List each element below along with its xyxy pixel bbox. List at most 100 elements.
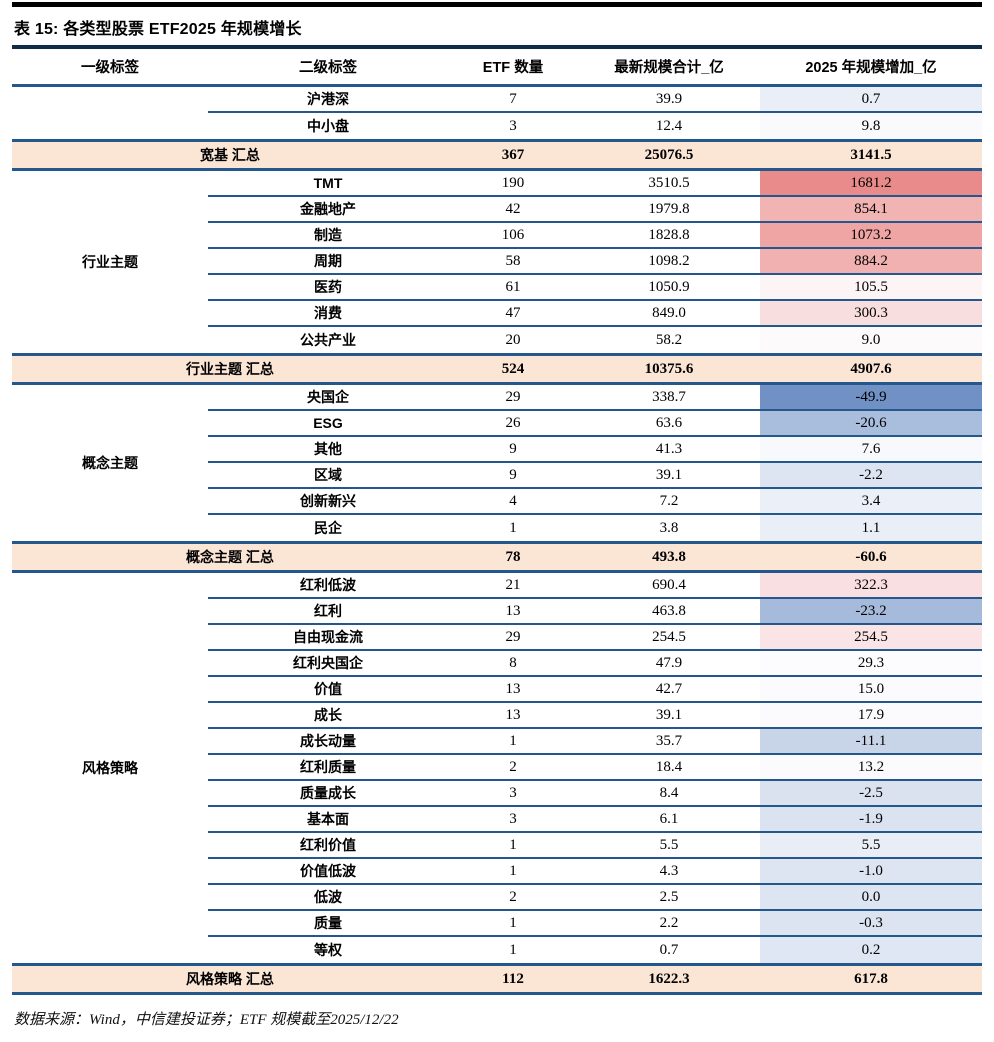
delta-cell: 1073.2 — [760, 223, 982, 249]
delta-cell: -2.2 — [760, 463, 982, 489]
summary-delta: 4907.6 — [850, 360, 892, 377]
summary-etf-count: 367 — [501, 146, 525, 163]
delta-cell: 884.2 — [760, 249, 982, 275]
summary-total-scale: 10375.6 — [644, 360, 694, 377]
total-scale-cell: 3.8 — [659, 519, 679, 536]
row-label: 创新新兴 — [208, 489, 448, 515]
etf-count-cell: 1 — [448, 911, 578, 937]
delta-cell: 322.3 — [760, 573, 982, 599]
delta-cell: 9.8 — [760, 113, 982, 139]
row-label: 其他 — [208, 437, 448, 463]
table-row: 央国企 29 338.7 -49.9 — [12, 385, 982, 411]
row-label: 价值低波 — [208, 859, 448, 885]
delta-cell: -11.1 — [760, 729, 982, 755]
row-label: 央国企 — [208, 385, 448, 411]
etf-count-cell: 26 — [448, 411, 578, 437]
summary-label: 风格策略 汇总 — [186, 971, 274, 987]
summary-delta: -60.6 — [855, 548, 887, 565]
row-label: 红利质量 — [208, 755, 448, 781]
total-scale-cell: 338.7 — [578, 385, 760, 411]
column-header-level2: 二级标签 — [299, 60, 357, 76]
table-row: 沪港深 7 39.9 0.7 — [12, 87, 982, 113]
table-body: 沪港深 7 39.9 0.7 中小盘 3 12.4 9.8 宽基 汇总 367 25076.5 314… — [12, 87, 982, 995]
delta-cell: 105.5 — [760, 275, 982, 301]
etf-count-cell: 1 — [509, 941, 517, 958]
row-label: 沪港深 — [208, 87, 448, 113]
top-rule — [12, 2, 982, 7]
table-row: 自由现金流 29 254.5 254.5 — [12, 625, 982, 651]
delta-cell: 9.0 — [760, 327, 982, 353]
row-label: 红利价值 — [208, 833, 448, 859]
table-row: 基本面 3 6.1 -1.9 — [12, 807, 982, 833]
level1-cell — [12, 87, 208, 113]
row-label: 区域 — [208, 463, 448, 489]
level1-cell — [12, 113, 208, 139]
etf-count-cell: 61 — [448, 275, 578, 301]
delta-cell: -0.3 — [760, 911, 982, 937]
etf-count-cell: 13 — [448, 703, 578, 729]
source-note: 数据来源：Wind，中信建投证券；ETF 规模截至2025/12/22 — [14, 1012, 399, 1028]
summary-label: 行业主题 汇总 — [186, 361, 274, 377]
row-label: 成长 — [208, 703, 448, 729]
total-scale-cell: 39.1 — [578, 703, 760, 729]
etf-count-cell: 13 — [448, 599, 578, 625]
row-label: TMT — [208, 171, 448, 197]
table-row: 成长 13 39.1 17.9 — [12, 703, 982, 729]
table-row: 质量 1 2.2 -0.3 — [12, 911, 982, 937]
table-row: 价值低波 1 4.3 -1.0 — [12, 859, 982, 885]
table-section: 风格策略 红利低波 21 690.4 322.3 红利 13 463.8 -23.2 自由现金流 2… — [12, 573, 982, 995]
total-scale-cell: 39.9 — [578, 87, 760, 113]
total-scale-cell: 7.2 — [578, 489, 760, 515]
summary-row: 概念主题 汇总 78 493.8 -60.6 — [12, 541, 982, 573]
delta-cell: 13.2 — [760, 755, 982, 781]
summary-etf-count: 78 — [505, 548, 521, 565]
delta-cell: -1.0 — [760, 859, 982, 885]
table-row: 低波 2 2.5 0.0 — [12, 885, 982, 911]
etf-count-cell: 9 — [448, 437, 578, 463]
level1-label: 风格策略 — [82, 760, 138, 776]
summary-row: 宽基 汇总 367 25076.5 3141.5 — [12, 139, 982, 171]
etf-count-cell: 2 — [448, 885, 578, 911]
summary-label: 宽基 汇总 — [200, 147, 260, 163]
total-scale-cell: 2.2 — [578, 911, 760, 937]
table-row: 红利价值 1 5.5 5.5 — [12, 833, 982, 859]
delta-cell: -2.5 — [760, 781, 982, 807]
row-label: 价值 — [208, 677, 448, 703]
etf-count-cell: 4 — [448, 489, 578, 515]
row-label: 公共产业 — [300, 332, 356, 348]
row-label: 周期 — [208, 249, 448, 275]
etf-count-cell: 106 — [448, 223, 578, 249]
delta-cell: 0.0 — [760, 885, 982, 911]
summary-delta: 617.8 — [854, 970, 888, 987]
row-label: 质量 — [208, 911, 448, 937]
row-label: 红利 — [208, 599, 448, 625]
table-row: 公共产业 20 58.2 9.0 — [12, 327, 982, 353]
delta-cell: 1681.2 — [760, 171, 982, 197]
etf-count-cell: 58 — [448, 249, 578, 275]
column-header-2025-delta: 2025 年规模增加_亿 — [805, 60, 937, 76]
table-row: 周期 58 1098.2 884.2 — [12, 249, 982, 275]
table-section: 概念主题 央国企 29 338.7 -49.9 ESG 26 63.6 -20.6 其他 9 41.3… — [12, 385, 982, 573]
total-scale-cell: 12.4 — [655, 117, 683, 134]
row-label: 低波 — [208, 885, 448, 911]
row-label: 质量成长 — [208, 781, 448, 807]
total-scale-cell: 2.5 — [578, 885, 760, 911]
etf-count-cell: 21 — [448, 573, 578, 599]
column-header-level1: 一级标签 — [81, 60, 139, 76]
total-scale-cell: 35.7 — [578, 729, 760, 755]
etf-count-cell: 190 — [448, 171, 578, 197]
table-row: 金融地产 42 1979.8 854.1 — [12, 197, 982, 223]
title-rule — [12, 45, 982, 49]
delta-cell: 254.5 — [760, 625, 982, 651]
column-header-etf-count: ETF 数量 — [482, 60, 544, 76]
total-scale-cell: 1979.8 — [578, 197, 760, 223]
delta-cell: 0.2 — [760, 937, 982, 963]
row-label: 消费 — [208, 301, 448, 327]
total-scale-cell: 1828.8 — [578, 223, 760, 249]
summary-label: 概念主题 汇总 — [186, 549, 274, 565]
etf-count-cell: 29 — [448, 385, 578, 411]
etf-count-cell: 47 — [448, 301, 578, 327]
table-row: 创新新兴 4 7.2 3.4 — [12, 489, 982, 515]
table-row: 中小盘 3 12.4 9.8 — [12, 113, 982, 139]
total-scale-cell: 39.1 — [578, 463, 760, 489]
